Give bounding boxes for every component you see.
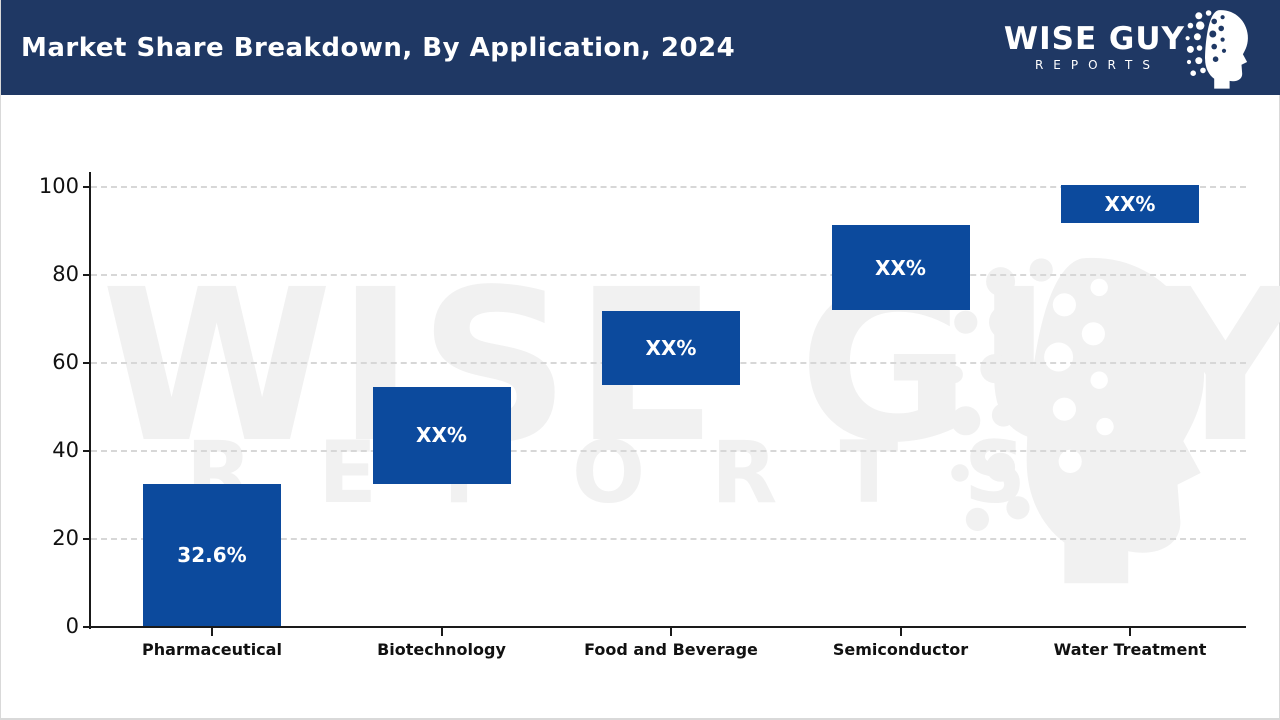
x-axis-line	[89, 626, 1246, 628]
gridline-40	[91, 450, 1246, 452]
bar-value-label: XX%	[1104, 191, 1156, 216]
bar-pharmaceutical: 32.6%	[143, 483, 281, 627]
y-tick-80	[83, 274, 90, 276]
y-tick-label-60: 60	[52, 350, 79, 374]
bar-value-label: 32.6%	[177, 543, 247, 568]
y-tick-0	[83, 626, 90, 628]
gridline-20	[91, 538, 1246, 540]
gridline-80	[91, 274, 1246, 276]
y-tick-100	[83, 186, 90, 188]
y-axis-line	[89, 172, 91, 629]
x-category-label: Food and Beverage	[584, 640, 758, 659]
logo-subtext: REPORTS	[1034, 58, 1160, 72]
bar-value-label: XX%	[645, 335, 697, 360]
x-category-label: Biotechnology	[377, 640, 506, 659]
page-title: Market Share Breakdown, By Application, …	[21, 32, 736, 63]
bar-water-treatment: XX%	[1061, 184, 1199, 224]
x-category-label: Pharmaceutical	[142, 640, 282, 659]
header-bar: Market Share Breakdown, By Application, …	[1, 0, 1280, 95]
y-tick-40	[83, 450, 90, 452]
bar-value-label: XX%	[875, 255, 926, 280]
bar-semiconductor: XX%	[831, 224, 970, 311]
y-tick-label-80: 80	[52, 262, 79, 286]
x-category-label: Water Treatment	[1053, 640, 1207, 659]
gridline-100	[91, 186, 1246, 188]
y-tick-label-0: 0	[65, 614, 79, 638]
x-category-label: Semiconductor	[832, 640, 969, 659]
bar-value-label: XX%	[416, 423, 467, 448]
wiseguy-logo: WISE GUY REPORTS	[1004, 6, 1253, 90]
logo-text: WISE GUY REPORTS	[1003, 21, 1185, 72]
y-tick-label-100: 100	[38, 174, 79, 198]
x-tick-3	[899, 628, 902, 636]
y-tick-60	[83, 362, 90, 364]
y-tick-label-40: 40	[52, 438, 79, 462]
x-tick-1	[440, 628, 443, 636]
x-tick-2	[670, 628, 672, 636]
watermark-subtext: REPORTS	[186, 423, 1093, 523]
watermark-face-icon	[945, 257, 1205, 584]
x-tick-0	[211, 628, 213, 636]
bar-biotechnology: XX%	[372, 387, 511, 484]
face-profile-icon	[1185, 9, 1248, 89]
logo-wordmark: WISE GUY	[1003, 21, 1185, 57]
bar-food-and-beverage: XX%	[602, 310, 740, 385]
x-tick-4	[1129, 628, 1131, 636]
y-tick-label-20: 20	[52, 526, 79, 550]
y-tick-20	[83, 538, 90, 540]
